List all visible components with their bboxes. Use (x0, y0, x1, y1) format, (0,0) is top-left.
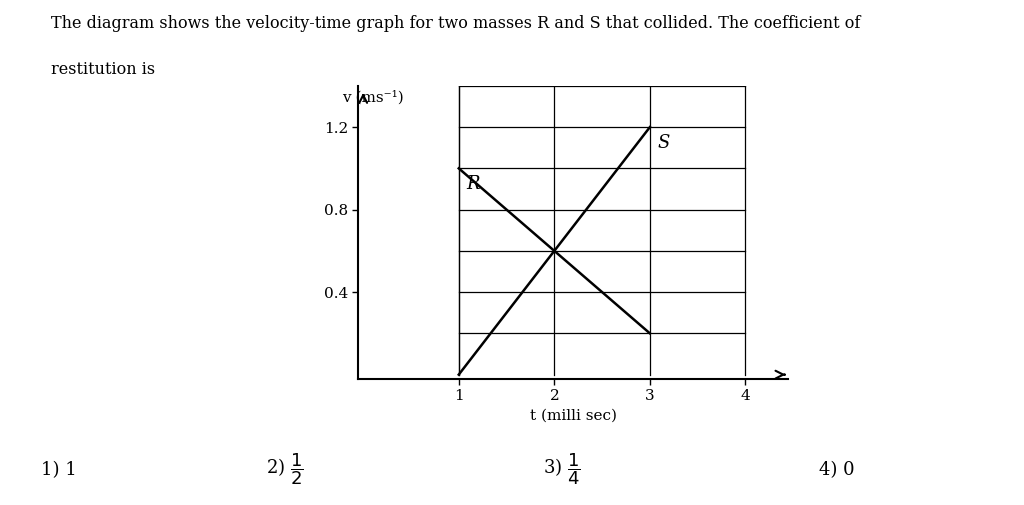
Text: R: R (466, 175, 480, 193)
Text: S: S (657, 134, 670, 152)
Text: 3) $\dfrac{1}{4}$: 3) $\dfrac{1}{4}$ (543, 452, 581, 487)
Text: restitution is: restitution is (51, 61, 156, 78)
Text: The diagram shows the velocity-time graph for two masses R and S that collided. : The diagram shows the velocity-time grap… (51, 15, 860, 32)
Text: 1) 1: 1) 1 (41, 461, 77, 479)
X-axis label: t (milli sec): t (milli sec) (530, 409, 616, 423)
Text: 2) $\dfrac{1}{2}$: 2) $\dfrac{1}{2}$ (266, 452, 304, 487)
Text: 4) 0: 4) 0 (819, 461, 855, 479)
Text: v (ms⁻¹): v (ms⁻¹) (342, 90, 403, 105)
